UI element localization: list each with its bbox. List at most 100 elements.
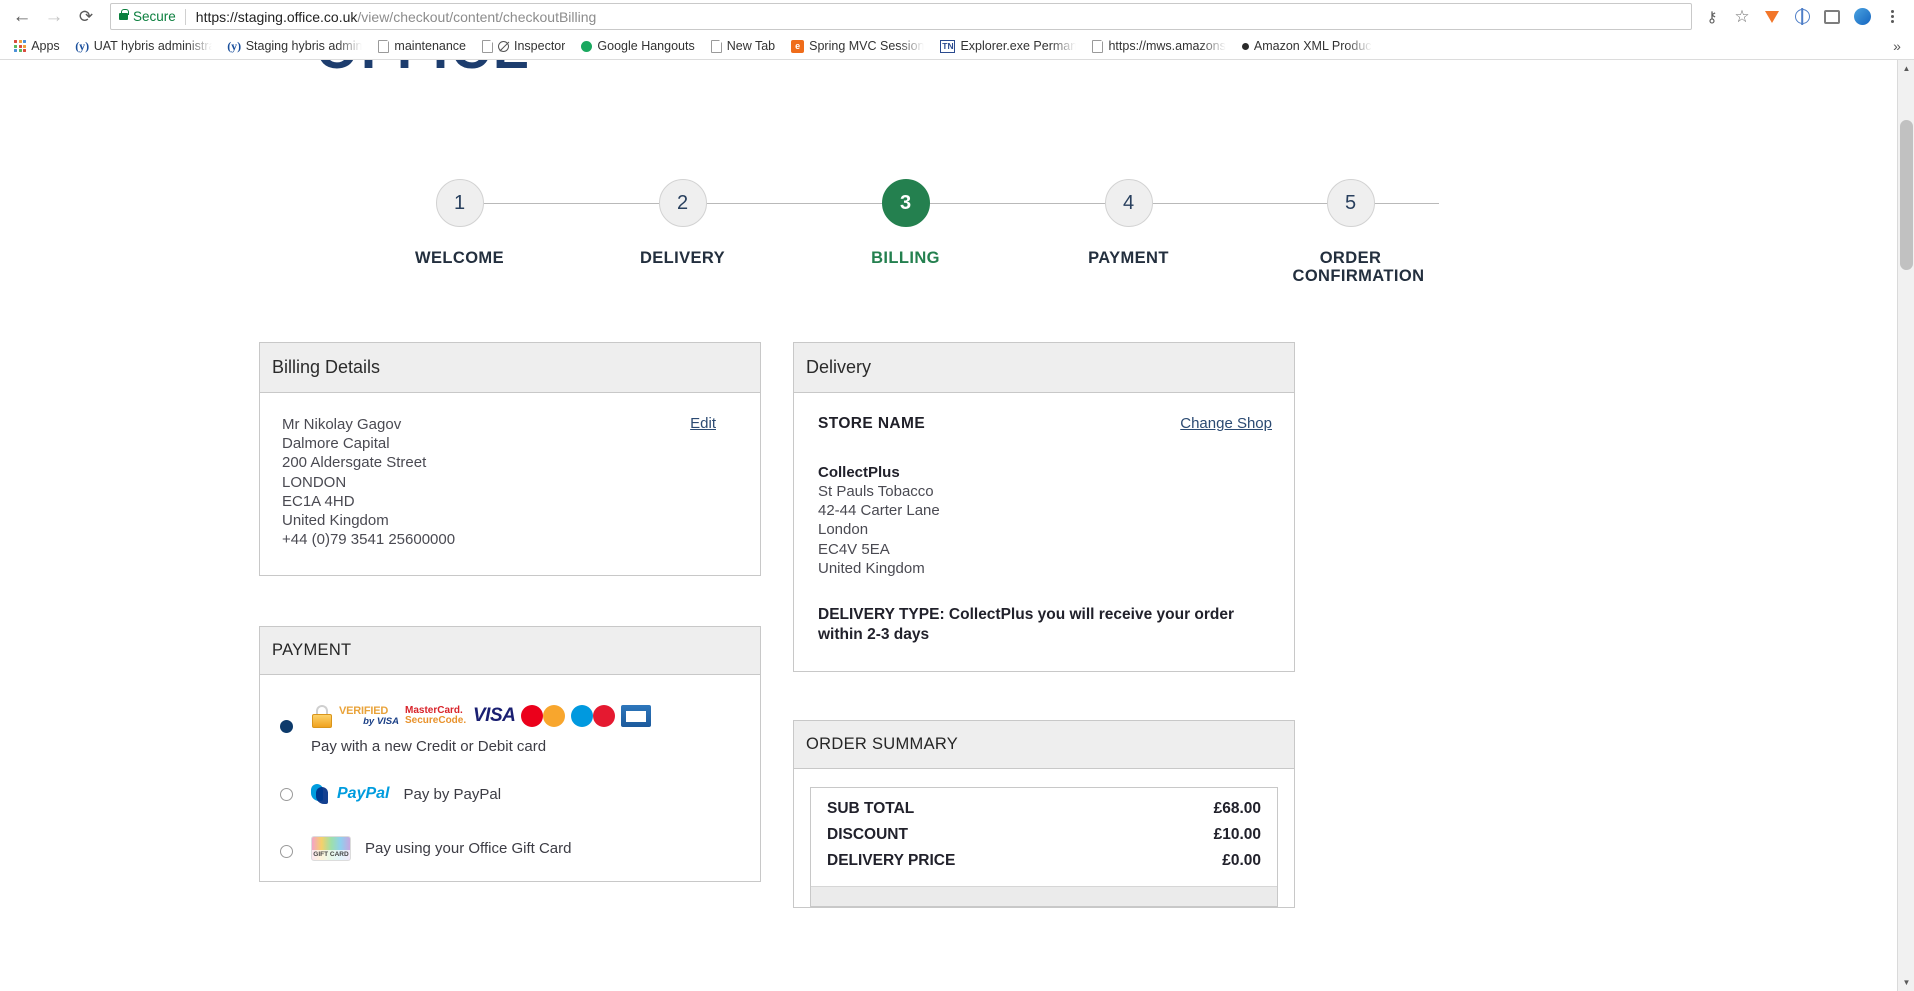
bookmark-mws-amazon[interactable]: https://mws.amazons: [1084, 35, 1233, 58]
bookmark-inspector[interactable]: Inspector: [474, 35, 573, 58]
payment-option-card[interactable]: VERIFIED by VISA MasterCard. SecureCode.…: [280, 703, 740, 755]
delivery-panel: Delivery STORE NAME Change Shop CollectP…: [793, 342, 1295, 672]
hybris-icon: (y): [75, 38, 90, 53]
change-shop-link[interactable]: Change Shop: [1180, 415, 1272, 432]
reload-button[interactable]: ⟳: [78, 7, 94, 26]
payment-option-giftcard[interactable]: GIFT CARD Pay using your Office Gift Car…: [280, 833, 740, 863]
site-logo[interactable]: OFFICE: [0, 60, 1897, 90]
browser-chrome: ← → ⟳ Secure https://staging.office.co.u…: [0, 0, 1914, 60]
extension-blue-icon[interactable]: [1848, 3, 1876, 31]
scroll-down-arrow[interactable]: ▼: [1902, 978, 1911, 987]
page-icon: [378, 39, 390, 53]
checkout-progress: 1 WELCOME 2 DELIVERY 3 BILLING 4 PAYMENT…: [389, 124, 1509, 286]
bookmarks-bar: Apps (y) UAT hybris administra (y) Stagi…: [0, 33, 1914, 60]
amex-logo: [621, 705, 652, 728]
address-line: EC4V 5EA: [818, 540, 890, 558]
bookmark-apps[interactable]: Apps: [6, 35, 68, 58]
extension-globe-icon[interactable]: [1788, 3, 1816, 31]
page-icon: [710, 39, 723, 53]
payment-body: VERIFIED by VISA MasterCard. SecureCode.…: [260, 675, 760, 881]
checkout-content: Billing Details Mr Nikolay Gagov Dalmore…: [259, 342, 1859, 908]
billing-address: Mr Nikolay Gagov Dalmore Capital 200 Ald…: [282, 415, 455, 549]
address-line: +44 (0)79 3541 25600000: [282, 531, 456, 549]
address-line: LONDON: [282, 473, 347, 491]
radio-card[interactable]: [280, 720, 293, 734]
extension-orange-icon[interactable]: [1758, 3, 1786, 31]
forward-button[interactable]: →: [44, 6, 64, 27]
address-bar[interactable]: Secure https://staging.office.co.uk/view…: [110, 3, 1692, 30]
table-row: DISCOUNT £10.00: [811, 822, 1277, 848]
summary-label: DELIVERY PRICE: [827, 851, 956, 869]
hangouts-icon: [581, 40, 593, 52]
bookmark-uat-hybris-administration[interactable]: (y) UAT hybris administra: [68, 35, 220, 58]
store-address: St Pauls Tobacco 42-44 Carter Lane Londo…: [818, 482, 1272, 578]
bookmark-spring-mvc-session[interactable]: e Spring MVC Session: [783, 35, 932, 58]
url-text: https://staging.office.co.uk/view/checko…: [196, 9, 597, 25]
address-line: United Kingdom: [818, 559, 925, 577]
payment-option-paypal[interactable]: PayPal Pay by PayPal: [280, 781, 740, 807]
bookmark-label: https://mws.amazons: [1108, 39, 1226, 53]
page-icon: [482, 39, 494, 53]
bookmark-google-hangouts[interactable]: Google Hangouts: [573, 35, 702, 58]
lock-icon: [119, 9, 129, 20]
back-button[interactable]: ←: [12, 6, 32, 27]
bookmark-star-icon[interactable]: ☆: [1734, 6, 1750, 26]
page-icon: [1092, 39, 1104, 53]
table-row: SUB TOTAL £68.00: [811, 788, 1277, 822]
step-order-confirmation[interactable]: 5 ORDER CONFIRMATION: [1251, 124, 1451, 286]
summary-label: SUB TOTAL: [827, 799, 915, 817]
step-welcome[interactable]: 1 WELCOME: [360, 124, 560, 268]
summary-label: DISCOUNT: [827, 825, 908, 843]
address-line: 200 Aldersgate Street: [282, 454, 427, 472]
payment-option-giftcard-content: GIFT CARD Pay using your Office Gift Car…: [311, 833, 740, 863]
tn-icon: TN: [940, 39, 956, 53]
paypal-wordmark: PayPal: [337, 785, 389, 803]
bookmark-new-tab[interactable]: New Tab: [703, 35, 783, 58]
store-header-row: STORE NAME Change Shop: [818, 415, 1272, 433]
payment-option-paypal-content: PayPal Pay by PayPal: [311, 781, 740, 807]
address-line: 42-44 Carter Lane: [818, 502, 940, 520]
payment-option-card-content: VERIFIED by VISA MasterCard. SecureCode.…: [311, 703, 740, 755]
omnibox-row: ← → ⟳ Secure https://staging.office.co.u…: [0, 0, 1914, 33]
page-scrollbar[interactable]: ▲ ▼: [1897, 60, 1914, 991]
edit-billing-link[interactable]: Edit: [690, 415, 716, 432]
vbv-line-2: by VISA: [363, 716, 399, 728]
step-payment[interactable]: 4 PAYMENT: [1029, 124, 1229, 268]
summary-value: £10.00: [1213, 825, 1261, 843]
step-billing[interactable]: 3 BILLING: [806, 124, 1006, 268]
order-summary-rows: SUB TOTAL £68.00 DISCOUNT £10.00 DELIVER…: [811, 788, 1277, 886]
order-summary-footer: [811, 885, 1277, 906]
bookmark-explorer-exe-permanent[interactable]: TN Explorer.exe Permane: [932, 35, 1084, 58]
address-line: EC1A 4HD: [282, 492, 355, 510]
bookmark-amazon-xml-product[interactable]: Amazon XML Produc: [1234, 35, 1380, 58]
padlock-icon: [311, 704, 333, 728]
delivery-type-text: DELIVERY TYPE: CollectPlus you will rece…: [818, 605, 1235, 643]
step-delivery[interactable]: 2 DELIVERY: [583, 124, 783, 268]
billing-address-row: Mr Nikolay Gagov Dalmore Capital 200 Ald…: [282, 415, 738, 549]
bookmark-staging-hybris-admin[interactable]: (y) Staging hybris admin: [220, 35, 371, 58]
vbv-line-1: VERIFIED: [339, 705, 389, 718]
card-logos: VERIFIED by VISA MasterCard. SecureCode.…: [311, 703, 740, 729]
step-bubble: 5: [1326, 179, 1375, 227]
gift-card-logo: GIFT CARD: [311, 835, 351, 861]
paypal-text-pay: Pay: [337, 785, 366, 803]
step-bubble: 3: [881, 179, 930, 227]
verified-by-visa-logo: VERIFIED by VISA: [339, 704, 399, 728]
security-label: Secure: [133, 9, 176, 24]
browser-menu-icon[interactable]: [1878, 3, 1906, 31]
bookmark-maintenance[interactable]: maintenance: [370, 35, 474, 58]
scrollbar-thumb[interactable]: [1900, 120, 1913, 270]
progress-line: [460, 203, 1439, 204]
spring-icon: e: [791, 39, 805, 53]
billing-details-title: Billing Details: [260, 343, 760, 393]
scroll-up-arrow[interactable]: ▲: [1902, 64, 1911, 73]
bookmark-label: maintenance: [394, 39, 466, 53]
table-row: DELIVERY PRICE £0.00: [811, 848, 1277, 874]
extension-square-icon[interactable]: [1818, 3, 1846, 31]
payment-option-giftcard-label: Pay using your Office Gift Card: [365, 839, 572, 857]
radio-paypal[interactable]: [280, 788, 293, 802]
bookmark-label: Spring MVC Session: [809, 39, 925, 53]
bookmarks-overflow-button[interactable]: »: [1893, 38, 1901, 54]
password-key-icon[interactable]: ⚷: [1706, 8, 1718, 26]
radio-giftcard[interactable]: [280, 845, 293, 859]
